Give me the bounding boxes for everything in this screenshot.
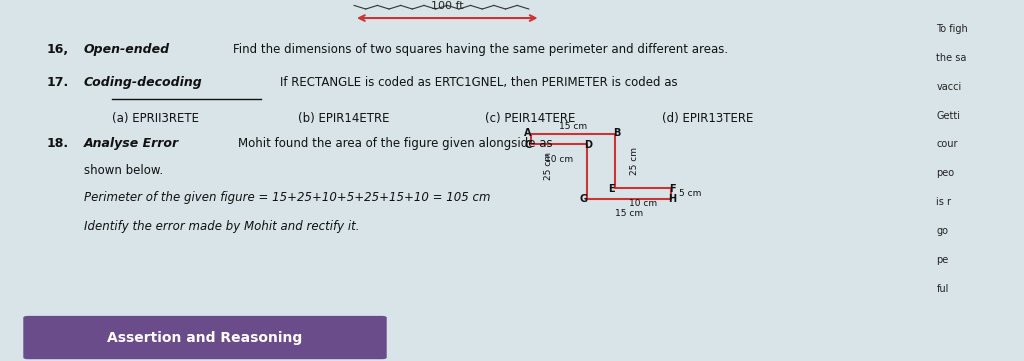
Text: D: D: [585, 140, 593, 150]
Text: is r: is r: [936, 197, 951, 207]
Text: Find the dimensions of two squares having the same perimeter and different areas: Find the dimensions of two squares havin…: [233, 43, 728, 56]
Text: Open-ended: Open-ended: [84, 43, 170, 56]
Text: C: C: [524, 140, 531, 150]
Text: pe: pe: [936, 255, 948, 265]
Text: Analyse Error: Analyse Error: [84, 137, 179, 150]
Text: 25 cm: 25 cm: [545, 152, 553, 180]
Text: 100 ft: 100 ft: [431, 1, 464, 11]
Text: 25 cm: 25 cm: [630, 147, 639, 175]
Text: Coding-decoding: Coding-decoding: [84, 76, 203, 89]
Text: Mohit found the area of the figure given alongside as: Mohit found the area of the figure given…: [238, 137, 552, 150]
Text: G: G: [580, 194, 588, 204]
Text: shown below.: shown below.: [84, 164, 163, 177]
Text: peo: peo: [936, 168, 954, 178]
Text: A: A: [524, 128, 531, 138]
Text: Identify the error made by Mohit and rectify it.: Identify the error made by Mohit and rec…: [84, 220, 359, 233]
Text: Perimeter of the given figure = 15+25+10+5+25+15+10 = 105 cm: Perimeter of the given figure = 15+25+10…: [84, 191, 490, 204]
Text: If RECTANGLE is coded as ERTC1GNEL, then PERIMETER is coded as: If RECTANGLE is coded as ERTC1GNEL, then…: [280, 76, 677, 89]
Text: the sa: the sa: [936, 53, 967, 63]
Text: 10 cm: 10 cm: [545, 155, 573, 164]
Text: (d) EPIR13TERE: (d) EPIR13TERE: [662, 112, 753, 125]
Text: E: E: [608, 183, 614, 193]
Text: 18.: 18.: [47, 137, 69, 150]
Text: (c) PEIR14TERE: (c) PEIR14TERE: [484, 112, 574, 125]
Text: 15 cm: 15 cm: [559, 122, 587, 131]
Text: (b) EPIR14ETRE: (b) EPIR14ETRE: [298, 112, 390, 125]
Text: 16,: 16,: [47, 43, 69, 56]
FancyBboxPatch shape: [24, 316, 387, 359]
Text: ful: ful: [936, 284, 949, 294]
Text: 17.: 17.: [47, 76, 69, 89]
Text: B: B: [612, 128, 621, 138]
Text: 5 cm: 5 cm: [679, 189, 701, 197]
Text: go: go: [936, 226, 948, 236]
Text: (a) EPRII3RETE: (a) EPRII3RETE: [112, 112, 199, 125]
Text: 10 cm: 10 cm: [629, 199, 657, 208]
Text: vacci: vacci: [936, 82, 962, 92]
Text: To figh: To figh: [936, 24, 969, 34]
Text: Getti: Getti: [936, 110, 961, 121]
Text: H: H: [669, 194, 677, 204]
Text: F: F: [669, 183, 676, 193]
Text: 15 cm: 15 cm: [615, 209, 643, 218]
Text: Assertion and Reasoning: Assertion and Reasoning: [108, 331, 303, 344]
Text: cour: cour: [936, 139, 957, 149]
